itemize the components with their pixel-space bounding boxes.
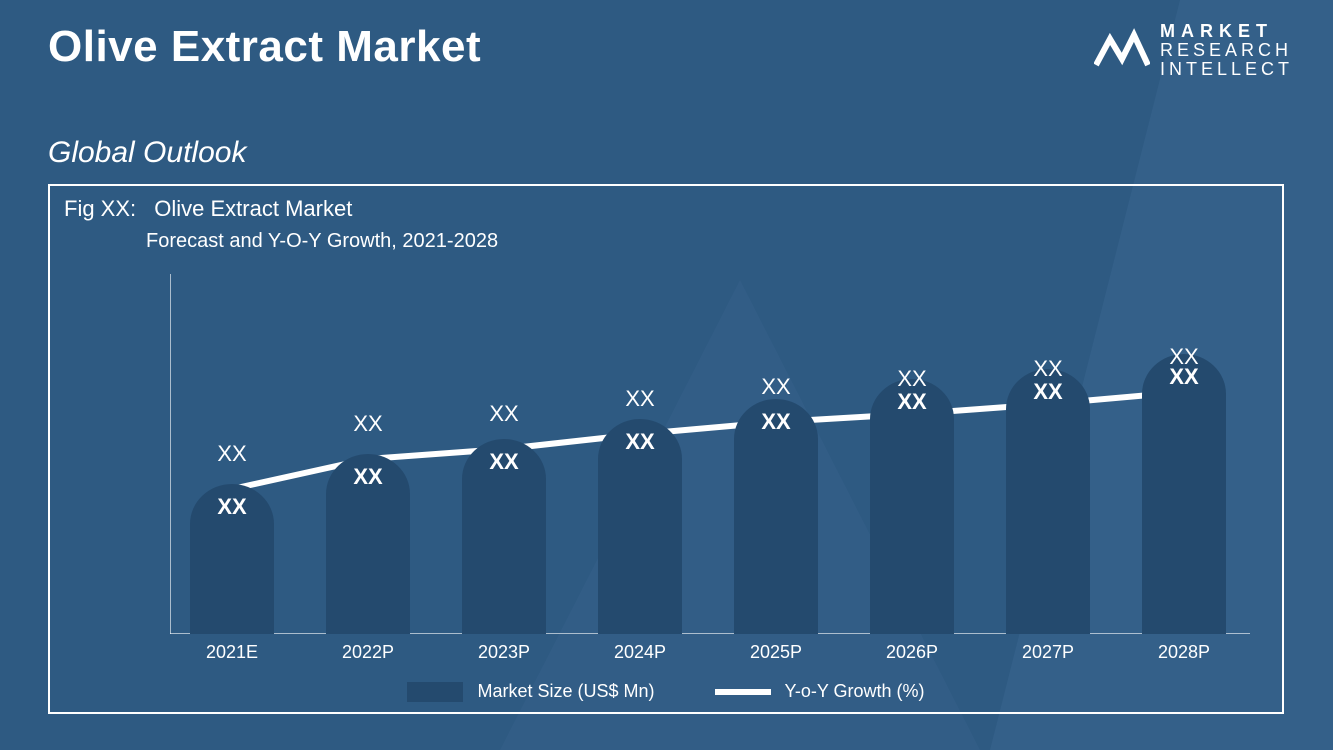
figure-title-line: Fig XX: Olive Extract Market [64,196,352,222]
legend-item-bar: Market Size (US$ Mn) [407,681,654,702]
bar-value-label: XX [598,429,682,455]
category-label: 2025P [724,642,828,663]
line-value-label: XX [598,386,682,412]
category-label: 2028P [1132,642,1236,663]
figure-title: Olive Extract Market [154,196,352,221]
bar-group: XXXX [870,274,954,634]
plot-area: XXXXXXXXXXXXXXXXXXXXXXXXXXXXXXXX [170,274,1250,634]
bar-value-label: XX [1006,379,1090,405]
line-value-label: XX [190,441,274,467]
legend-line-label: Y-o-Y Growth (%) [785,681,925,702]
line-value-label: XX [462,401,546,427]
logo-line-2: RESEARCH [1160,41,1293,60]
logo-mark-icon [1094,25,1150,75]
page-subtitle: Global Outlook [48,136,246,170]
bar-value-label: XX [870,389,954,415]
legend: Market Size (US$ Mn) Y-o-Y Growth (%) [50,681,1282,702]
category-label: 2023P [452,642,556,663]
y-axis [170,274,171,634]
category-label: 2026P [860,642,964,663]
page-root: Olive Extract Market MARKET RESEARCH INT… [0,0,1333,750]
bar-value-label: XX [190,494,274,520]
bar-group: XXXX [1142,274,1226,634]
category-label: 2024P [588,642,692,663]
legend-bar-label: Market Size (US$ Mn) [477,681,654,702]
category-label: 2027P [996,642,1100,663]
bar-group: XX XX [598,274,682,634]
chart-frame: Fig XX: Olive Extract Market Forecast an… [48,184,1284,714]
bar-value-label: XX [462,449,546,475]
bar-group: XXXX [1006,274,1090,634]
category-labels-row: 2021E 2022P 2023P 2024P 2025P 2026P 2027P 2028P [170,642,1250,672]
bar-value-label: XX [326,464,410,490]
bar [1006,369,1090,634]
line-value-label: XX [734,374,818,400]
logo-line-1: MARKET [1160,22,1293,41]
logo-polyline [1096,35,1148,65]
logo-line-3: INTELLECT [1160,60,1293,79]
page-title: Olive Extract Market [48,22,481,72]
bar [870,379,954,634]
legend-item-line: Y-o-Y Growth (%) [715,681,925,702]
legend-bar-swatch [407,682,463,702]
bar-group: XX XX [326,274,410,634]
line-value-label: XX [870,366,954,392]
legend-line-swatch [715,689,771,695]
bar-group: XX XX [734,274,818,634]
figure-label: Fig XX: [64,196,136,221]
line-value-label: XX [1006,356,1090,382]
bar-group: XX XX [462,274,546,634]
bar [1142,354,1226,634]
category-label: 2021E [180,642,284,663]
bar-value-label: XX [734,409,818,435]
line-value-label: XX [1142,344,1226,370]
category-label: 2022P [316,642,420,663]
figure-subtitle: Forecast and Y-O-Y Growth, 2021-2028 [146,230,498,253]
logo-text: MARKET RESEARCH INTELLECT [1160,22,1293,79]
bar-group: XX XX [190,274,274,634]
brand-logo: MARKET RESEARCH INTELLECT [1094,22,1293,79]
line-value-label: XX [326,411,410,437]
